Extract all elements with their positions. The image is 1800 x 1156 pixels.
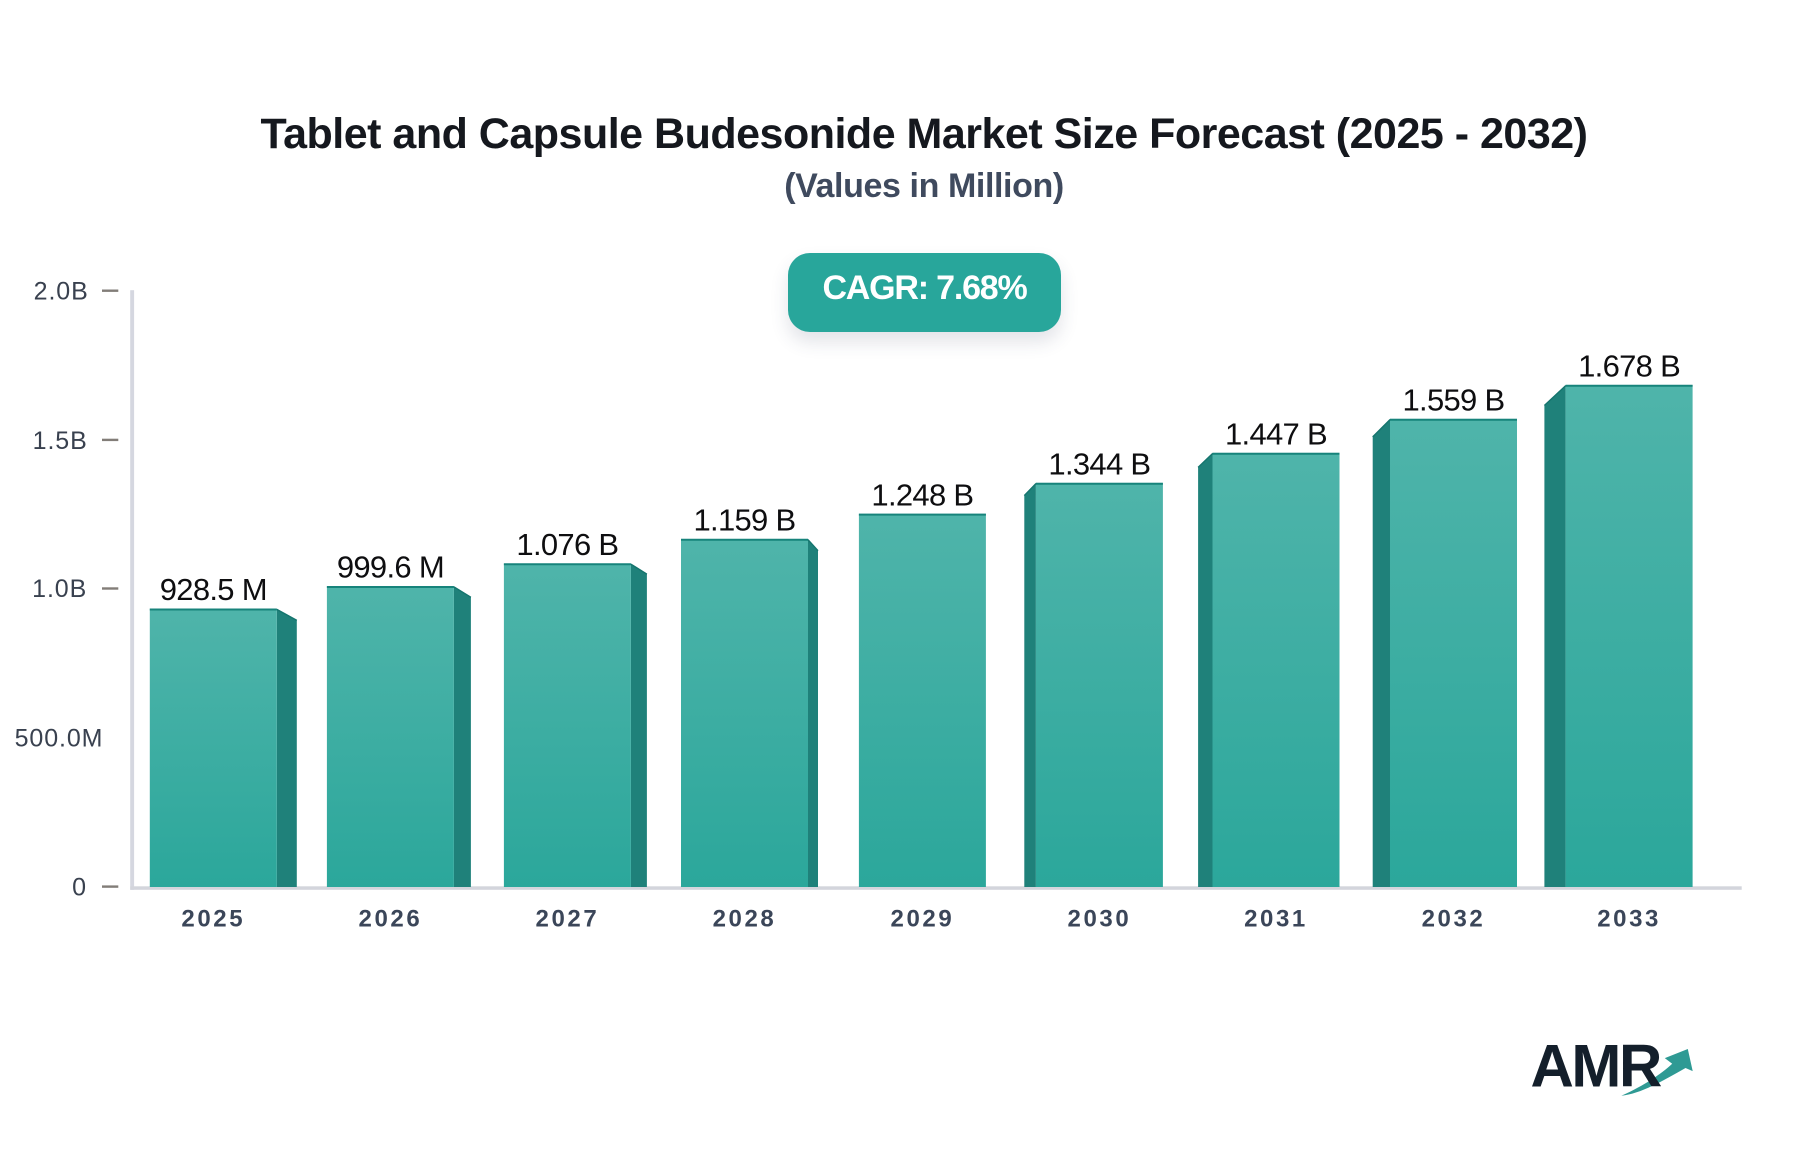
svg-text:2032: 2032 bbox=[1422, 905, 1486, 932]
svg-text:1.344 B: 1.344 B bbox=[1048, 446, 1150, 481]
svg-text:2033: 2033 bbox=[1597, 905, 1661, 932]
svg-text:2030: 2030 bbox=[1068, 905, 1132, 932]
svg-text:500.0M: 500.0M bbox=[15, 724, 104, 752]
svg-text:1.0B: 1.0B bbox=[32, 575, 87, 603]
svg-text:1.076 B: 1.076 B bbox=[516, 527, 618, 562]
svg-text:2025: 2025 bbox=[181, 905, 245, 932]
svg-text:1.678 B: 1.678 B bbox=[1578, 349, 1680, 384]
svg-text:AMR: AMR bbox=[1531, 1032, 1663, 1099]
svg-text:1.5B: 1.5B bbox=[33, 427, 88, 455]
svg-text:2029: 2029 bbox=[891, 905, 955, 932]
svg-text:1.248 B: 1.248 B bbox=[871, 477, 973, 512]
svg-text:928.5 M: 928.5 M bbox=[160, 572, 267, 607]
svg-text:1.159 B: 1.159 B bbox=[694, 503, 796, 538]
svg-text:2031: 2031 bbox=[1244, 905, 1308, 932]
svg-text:2027: 2027 bbox=[536, 905, 600, 932]
svg-text:2028: 2028 bbox=[713, 905, 777, 932]
svg-text:2026: 2026 bbox=[359, 905, 423, 932]
svg-text:1.559 B: 1.559 B bbox=[1403, 382, 1505, 417]
svg-text:1.447 B: 1.447 B bbox=[1225, 416, 1327, 451]
svg-text:0: 0 bbox=[72, 874, 87, 902]
svg-text:2.0B: 2.0B bbox=[34, 277, 89, 305]
svg-text:999.6 M: 999.6 M bbox=[337, 550, 444, 585]
